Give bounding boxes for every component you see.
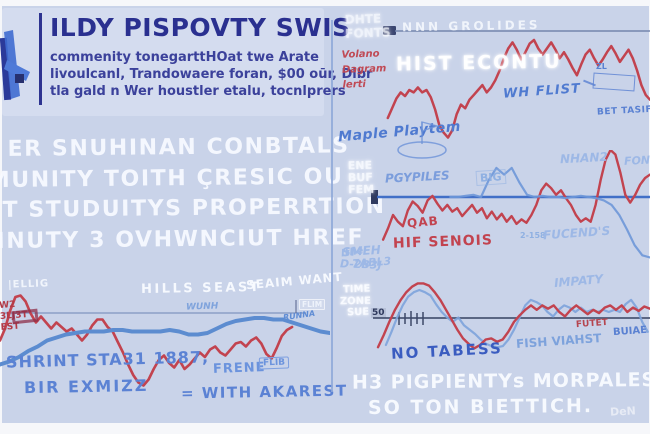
hand-note-line: BT STUDUITYS PROPERRTION bbox=[0, 193, 386, 224]
rm-label-2: NHAN2 bbox=[559, 149, 609, 167]
right-top-chart bbox=[383, 26, 650, 139]
rb-block-3: SUE bbox=[346, 306, 370, 319]
footer-line-1: H3 PIGPIENTYs MORPALES TATBS bbox=[351, 368, 650, 394]
rt-annot-zl: ZL bbox=[596, 62, 607, 71]
lc-caption-2: BIR EXMIZZ bbox=[23, 375, 149, 398]
rb-block-2: ZONE bbox=[339, 295, 372, 308]
right-mid-chart bbox=[371, 150, 650, 259]
rt-side-note-line: Dagram bbox=[341, 63, 387, 76]
lc-caption-3-box: FLIB bbox=[258, 356, 290, 370]
rm-block: ENE BUF FEM bbox=[348, 159, 375, 197]
page-subtitle: commenity tonegarttHOat twe Arate livoul… bbox=[50, 49, 372, 100]
series-blue-wave bbox=[384, 288, 649, 349]
rt-corner-block: DHTE FONTS bbox=[345, 11, 391, 41]
rm-block-line: FEM bbox=[348, 182, 375, 197]
lc-caption-3: FRENE bbox=[212, 360, 266, 377]
rm-big-tag: BIG bbox=[475, 168, 507, 187]
hand-note-line: MUNITY TOITH ÇRESIC OU bbox=[0, 163, 344, 193]
series-red-volatile bbox=[376, 282, 650, 350]
lc-annot-dip: WUNH bbox=[185, 301, 219, 313]
rb-cursive-2: 7ABL3 bbox=[351, 254, 392, 271]
panel-divider bbox=[331, 20, 333, 392]
lc-title: HILLS SEAST bbox=[140, 279, 262, 298]
lc-caption-4: = WITH AKAREST bbox=[180, 381, 348, 403]
rb-marker: 50 bbox=[371, 308, 386, 318]
series-blue-smooth bbox=[0, 316, 330, 367]
page-title: ILDY PISPOVTY SWIS bbox=[50, 13, 351, 42]
series-red-volatile bbox=[386, 38, 650, 139]
series-blue-wave bbox=[449, 166, 650, 259]
lc-scribble-box bbox=[11, 308, 39, 325]
footer-line-2: SO TON BIETTICH. bbox=[367, 395, 594, 419]
rt-side-note: Volano Dagram lerti bbox=[341, 46, 387, 93]
lc-flag: FLIM bbox=[299, 299, 326, 310]
rt-side-note-line: Volano bbox=[341, 48, 380, 61]
rt-watermark: HIST ECONTU bbox=[395, 50, 562, 76]
header-divider bbox=[39, 13, 42, 105]
subtitle-line: tla gald n Wer houstler etalu, tocnlprer… bbox=[50, 84, 346, 99]
series-red-volatile bbox=[381, 150, 650, 241]
rm-red-tag-1: QAB bbox=[406, 213, 440, 231]
doodle-sketch bbox=[397, 121, 447, 159]
rt-sketch-box bbox=[592, 72, 636, 92]
subtitle-line: commenity tonegarttHOat twe Arate bbox=[50, 50, 319, 65]
logo-icon bbox=[0, 30, 30, 101]
lc-left-tag: |ELLIG bbox=[7, 278, 50, 291]
right-bottom-chart bbox=[373, 282, 650, 350]
header-panel bbox=[2, 8, 324, 116]
subtitle-line: livoulcanl, Trandowaere foran, $00 oūr, … bbox=[50, 67, 373, 82]
series-red-volatile bbox=[0, 294, 294, 387]
footer-small: DeN bbox=[609, 404, 637, 419]
rt-side-note-line: lerti bbox=[342, 78, 367, 91]
hand-note-line: ER SNUHINAN CONBTALS bbox=[7, 133, 350, 162]
rb-block-1: TIME bbox=[342, 283, 371, 296]
rt-line-label: NNN GROLIDES bbox=[401, 17, 541, 35]
rm-label-3: FONL bbox=[623, 153, 650, 168]
rm-num: 2-158 bbox=[520, 231, 546, 240]
left-trend-chart bbox=[0, 294, 330, 387]
rt-corner-line: FONTS bbox=[345, 25, 391, 41]
hand-note: ER SNUHINAN CONBTALS MUNITY TOITH ÇRESIC… bbox=[0, 131, 386, 257]
hand-note-line: INUTY 3 OVHWNCIUT HREF bbox=[0, 224, 365, 254]
